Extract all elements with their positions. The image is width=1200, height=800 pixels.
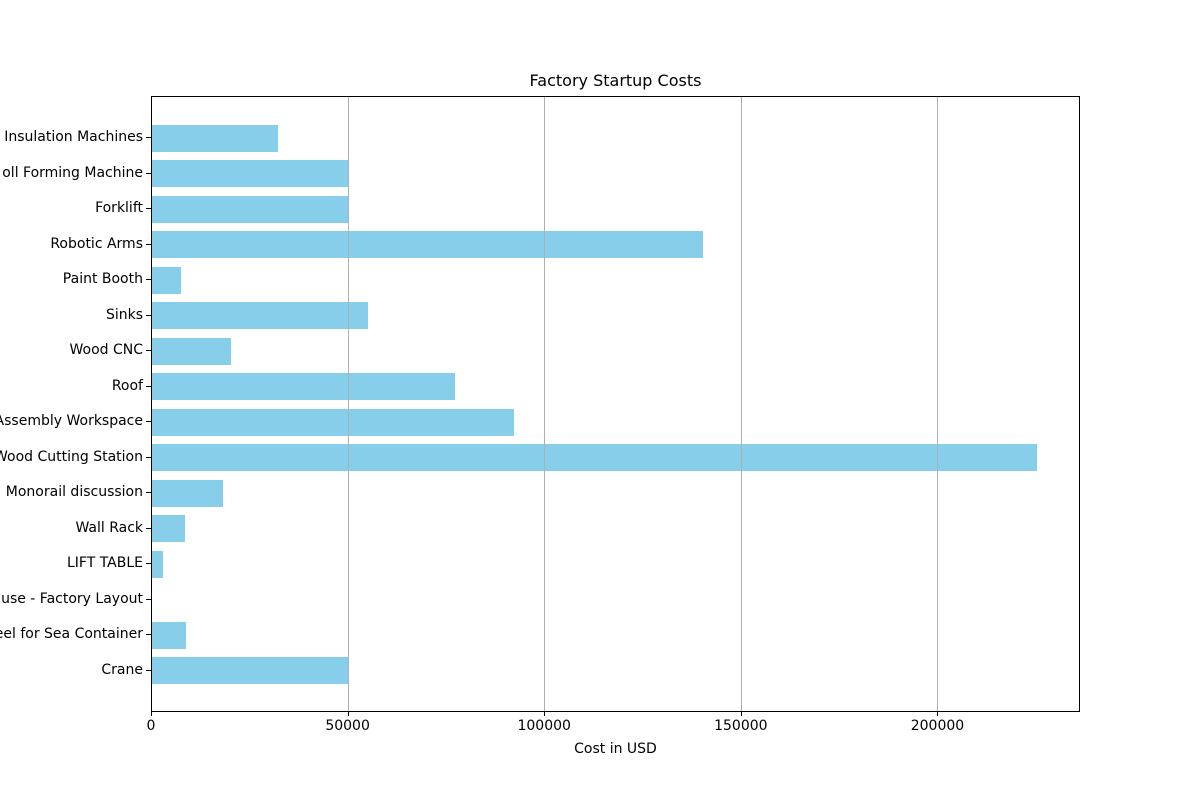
y-tick	[146, 492, 151, 494]
y-tick	[146, 314, 151, 316]
x-tick	[151, 712, 152, 716]
y-tick-label: Robotic Arms	[50, 235, 143, 252]
x-tick-label: 100000	[517, 718, 571, 734]
y-tick-label: Wood Cutting Station	[0, 448, 143, 465]
y-tick	[146, 456, 151, 458]
y-tick-label: Monorail discussion	[5, 484, 143, 501]
y-tick	[146, 208, 151, 210]
bar	[152, 479, 223, 507]
bar	[152, 302, 369, 330]
y-tick	[146, 172, 151, 174]
y-tick-label: Wall Rack	[75, 519, 143, 536]
plot-area	[151, 96, 1080, 712]
y-tick	[146, 563, 151, 565]
y-tick	[146, 634, 151, 636]
bar	[152, 444, 1037, 472]
y-tick-label: Wood CNC	[69, 342, 143, 359]
x-tick-label: 150000	[714, 718, 768, 734]
bar	[152, 621, 187, 649]
gridline	[347, 97, 349, 711]
x-tick	[937, 712, 939, 716]
y-tick	[146, 598, 151, 600]
bar	[152, 373, 455, 401]
gridline	[740, 97, 742, 711]
x-tick	[740, 712, 742, 716]
y-tick	[146, 243, 151, 245]
y-tick-label: LIFT TABLE	[66, 555, 143, 572]
bar	[152, 408, 514, 436]
y-tick-label: Paint Booth	[62, 271, 143, 288]
y-tick-label: use - Factory Layout	[1, 590, 143, 607]
y-tick	[146, 137, 151, 139]
x-tick-label: 0	[146, 718, 156, 734]
bar	[152, 195, 349, 223]
bar	[152, 266, 182, 294]
gridline	[544, 97, 546, 711]
bar	[152, 657, 349, 685]
bar	[152, 550, 163, 578]
gridline	[937, 97, 939, 711]
y-tick-label: Crane	[101, 661, 143, 678]
y-tick-label: Roof	[111, 377, 143, 394]
y-tick	[146, 279, 151, 281]
bar	[152, 515, 186, 543]
x-tick	[347, 712, 349, 716]
y-tick-label: Sinks	[105, 306, 143, 323]
y-tick-label: Assembly Workspace	[0, 413, 143, 430]
x-tick-label: 50000	[325, 718, 370, 734]
y-tick	[146, 421, 151, 423]
x-tick-label: 200000	[910, 718, 965, 734]
bar	[152, 337, 231, 365]
y-tick-label: eel for Sea Container	[0, 626, 143, 643]
y-tick	[146, 669, 151, 671]
bar	[152, 231, 703, 259]
bar	[152, 124, 278, 152]
bar	[152, 160, 349, 188]
y-tick	[146, 527, 151, 529]
x-tick	[544, 712, 546, 716]
y-tick-label: oll Forming Machine	[2, 164, 143, 181]
x-axis-label: Cost in USD	[574, 741, 657, 757]
y-tick	[146, 385, 151, 387]
y-tick-label: Insulation Machines	[4, 129, 143, 146]
y-tick-label: Forklift	[95, 200, 143, 217]
y-tick	[146, 350, 151, 352]
chart-title: Factory Startup Costs	[529, 71, 702, 90]
